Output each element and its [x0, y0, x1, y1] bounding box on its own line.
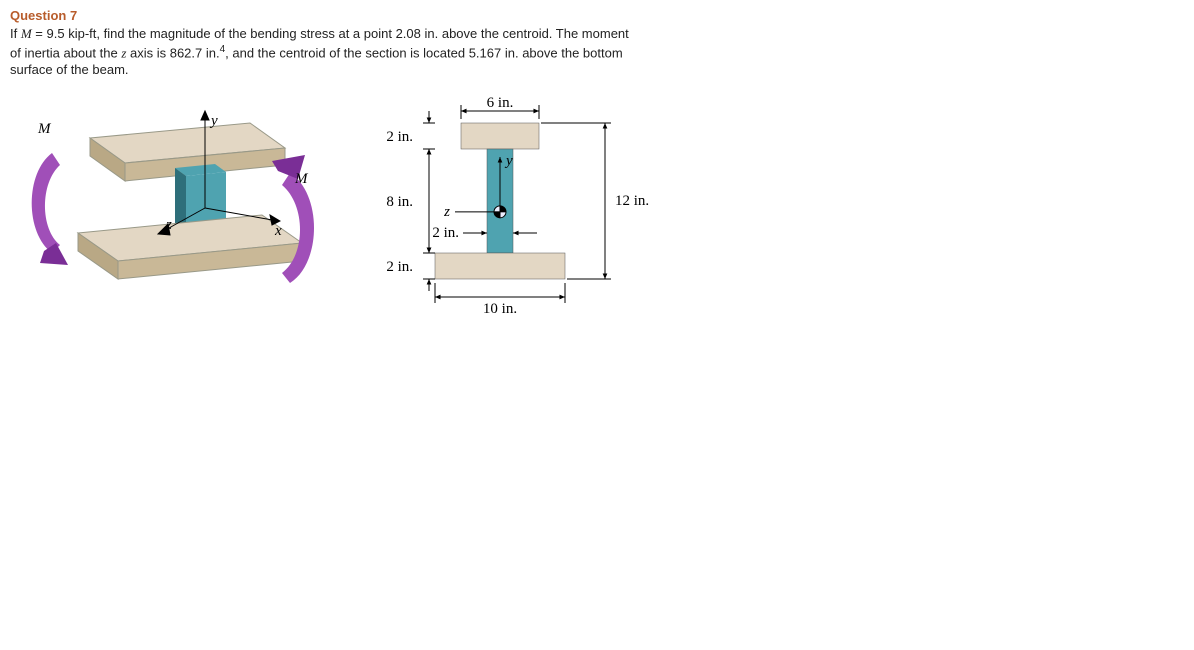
axis-z: z — [121, 45, 126, 60]
m-value: 9.5 kip-ft — [47, 26, 97, 41]
moment-arrow-left — [32, 153, 68, 265]
section-figure: y z 6 in. 2 in. 8 in. 2 in. 2 in. 10 in. 12 in. — [360, 93, 680, 333]
centroid-dist: 5.167 in. — [469, 45, 519, 60]
axis-z-iso: z — [165, 217, 172, 233]
label-M-right: M — [294, 171, 309, 187]
svg-text:6 in.: 6 in. — [487, 95, 514, 111]
svg-text:z: z — [443, 204, 450, 220]
svg-text:12 in.: 12 in. — [615, 193, 649, 209]
bottom-flange — [78, 215, 302, 279]
question-body: If M = 9.5 kip-ft, find the magnitude of… — [10, 25, 1184, 79]
isometric-figure: M M y x z — [10, 93, 330, 313]
axis-x: x — [274, 223, 282, 239]
svg-text:10 in.: 10 in. — [483, 301, 517, 317]
axis-y: y — [209, 113, 218, 129]
inertia: 862.7 in. — [170, 45, 220, 60]
svg-text:2 in.: 2 in. — [386, 129, 413, 145]
svg-text:y: y — [504, 153, 513, 169]
var-M: M — [21, 26, 32, 41]
svg-text:8 in.: 8 in. — [386, 194, 413, 210]
svg-text:2 in.: 2 in. — [432, 225, 459, 241]
inertia-exp: 4 — [220, 44, 226, 55]
figure-row: M M y x z y z 6 in. 2 in. 8 in. 2 in. 2 in. 10 … — [10, 93, 1184, 333]
svg-text:2 in.: 2 in. — [386, 259, 413, 275]
question-title: Question 7 — [10, 8, 1184, 23]
label-M-left: M — [37, 121, 52, 137]
point-dist: 2.08 in. — [396, 26, 439, 41]
